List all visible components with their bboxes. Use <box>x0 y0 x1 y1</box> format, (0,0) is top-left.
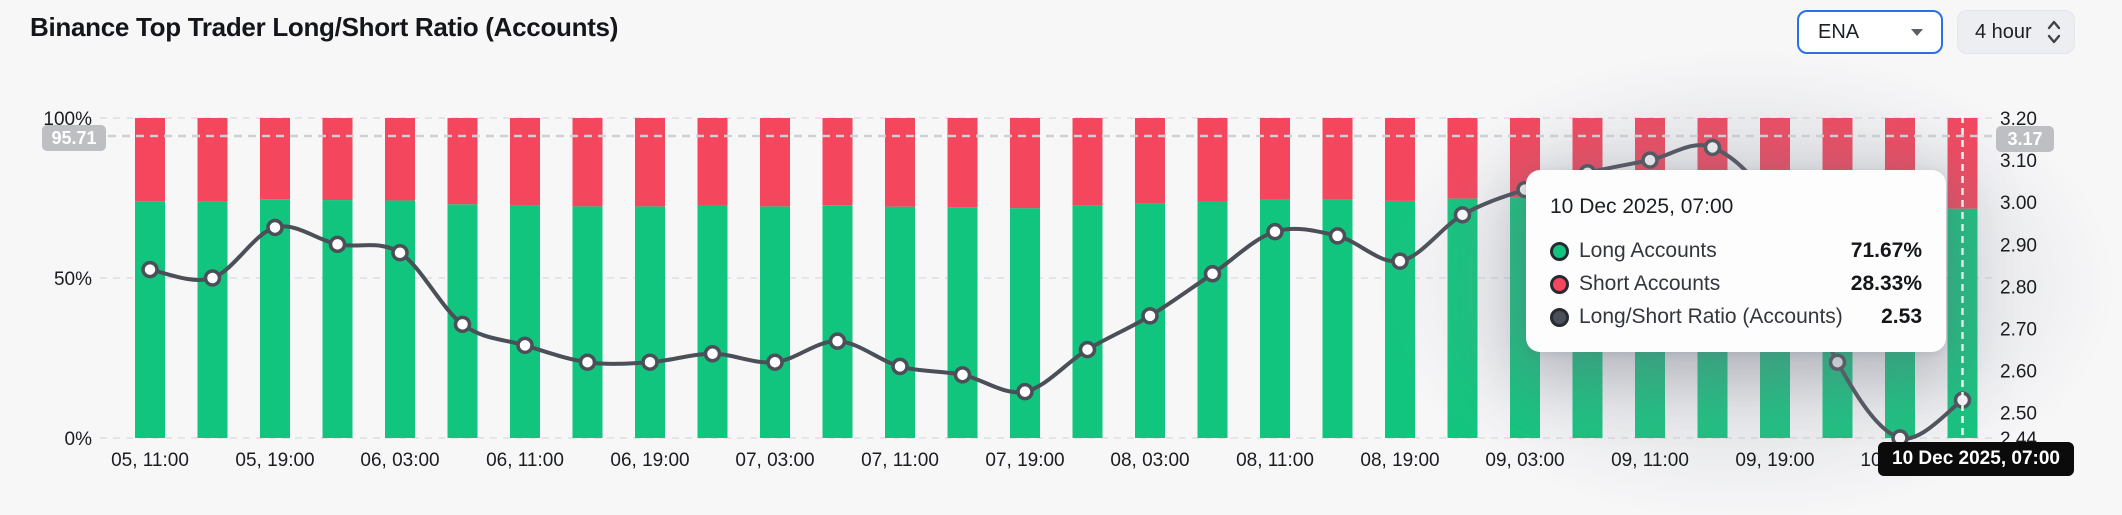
long-accounts-dot-icon <box>1550 241 1569 261</box>
svg-text:08, 19:00: 08, 19:00 <box>1360 450 1439 471</box>
chevron-up-down-icon <box>2047 20 2061 44</box>
svg-text:09, 19:00: 09, 19:00 <box>1735 450 1814 471</box>
svg-text:08, 03:00: 08, 03:00 <box>1110 450 1189 471</box>
right-crosshair-badge: 3.17 <box>1996 126 2054 152</box>
svg-text:09, 11:00: 09, 11:00 <box>1611 450 1689 471</box>
svg-text:06, 03:00: 06, 03:00 <box>360 450 439 471</box>
svg-text:07, 11:00: 07, 11:00 <box>861 450 939 471</box>
interval-select-value: 4 hour <box>1975 20 2032 43</box>
svg-text:06, 19:00: 06, 19:00 <box>610 450 689 471</box>
tooltip-row-ratio: Long/Short Ratio (Accounts) 2.53 <box>1550 305 1922 329</box>
svg-text:3.10: 3.10 <box>2000 151 2037 172</box>
tooltip-row-short: Short Accounts 28.33% <box>1550 272 1922 296</box>
svg-text:2.60: 2.60 <box>2000 362 2037 383</box>
svg-text:06, 11:00: 06, 11:00 <box>486 450 564 471</box>
svg-text:100%: 100% <box>43 109 92 130</box>
chevron-down-icon <box>1911 29 1923 36</box>
x-axis-crosshair-label: 10 Dec 2025, 07:00 <box>1878 442 2074 476</box>
svg-text:2.80: 2.80 <box>2000 277 2037 298</box>
interval-select[interactable]: 4 hour <box>1957 10 2075 54</box>
tooltip-label: Long Accounts <box>1579 239 1717 262</box>
tooltip-value: 2.53 <box>1881 305 1922 328</box>
chart-tooltip: 10 Dec 2025, 07:00 Long Accounts 71.67% … <box>1526 170 1946 352</box>
symbol-select[interactable]: ENA <box>1797 10 1943 54</box>
svg-text:08, 11:00: 08, 11:00 <box>1236 450 1314 471</box>
svg-text:2.70: 2.70 <box>2000 320 2037 341</box>
tooltip-date: 10 Dec 2025, 07:00 <box>1550 195 1734 218</box>
svg-text:09, 03:00: 09, 03:00 <box>1485 450 1564 471</box>
tooltip-value: 71.67% <box>1850 239 1922 262</box>
svg-text:0%: 0% <box>65 429 93 450</box>
ratio-dot-icon <box>1550 307 1569 327</box>
svg-text:05, 11:00: 05, 11:00 <box>111 450 189 471</box>
svg-text:3.00: 3.00 <box>2000 193 2037 214</box>
page-title: Binance Top Trader Long/Short Ratio (Acc… <box>30 12 619 42</box>
left-crosshair-badge: 95.71 <box>42 125 106 151</box>
svg-text:07, 19:00: 07, 19:00 <box>985 450 1064 471</box>
svg-text:07, 03:00: 07, 03:00 <box>735 450 814 471</box>
svg-text:3.20: 3.20 <box>2000 109 2037 130</box>
svg-text:50%: 50% <box>54 269 92 290</box>
symbol-select-value: ENA <box>1818 20 1860 43</box>
svg-text:05, 19:00: 05, 19:00 <box>235 450 314 471</box>
tooltip-label: Short Accounts <box>1579 272 1721 295</box>
tooltip-row-long: Long Accounts 71.67% <box>1550 239 1922 263</box>
tooltip-value: 28.33% <box>1850 272 1922 295</box>
svg-text:2.90: 2.90 <box>2000 235 2037 256</box>
short-accounts-dot-icon <box>1550 274 1569 294</box>
tooltip-label: Long/Short Ratio (Accounts) <box>1579 305 1843 328</box>
svg-text:2.50: 2.50 <box>2000 404 2037 425</box>
